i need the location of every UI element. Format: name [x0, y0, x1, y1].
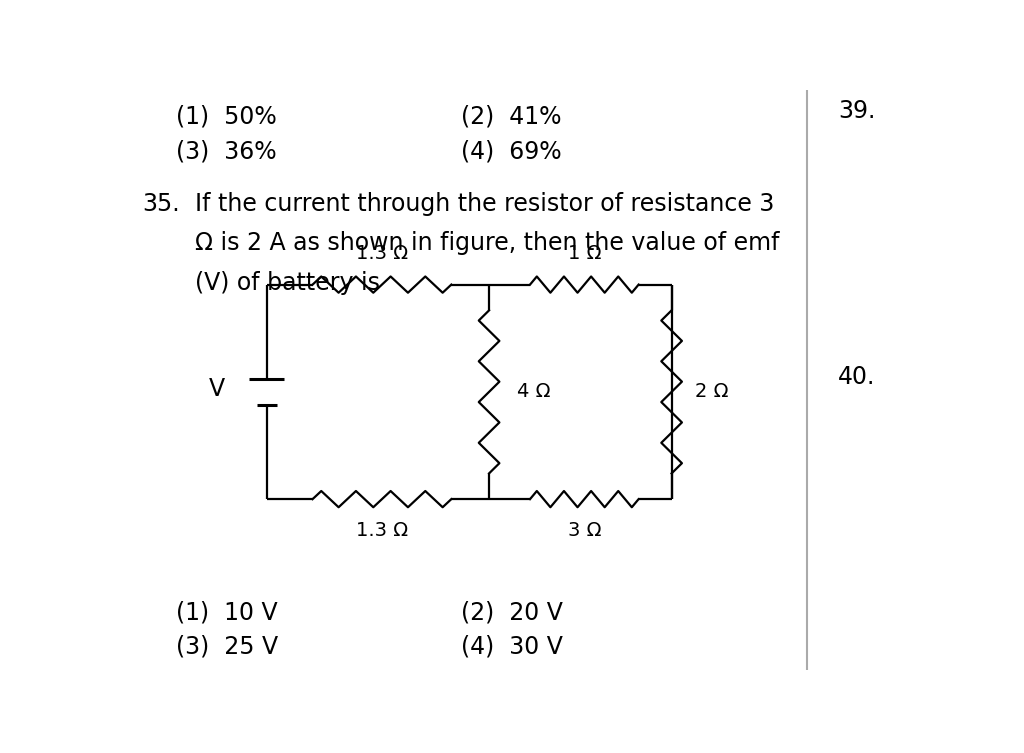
Text: 3 Ω: 3 Ω	[567, 521, 601, 540]
Text: 1.3 Ω: 1.3 Ω	[356, 521, 408, 540]
Text: 39.: 39.	[839, 99, 876, 123]
Text: V: V	[209, 377, 225, 401]
Text: (2)  41%: (2) 41%	[461, 105, 562, 129]
Text: 35.: 35.	[142, 192, 180, 216]
Text: (3)  36%: (3) 36%	[176, 139, 276, 163]
Text: (3)  25 V: (3) 25 V	[176, 635, 278, 659]
Text: (1)  50%: (1) 50%	[176, 105, 276, 129]
Text: (4)  69%: (4) 69%	[461, 139, 562, 163]
Text: (2)  20 V: (2) 20 V	[461, 600, 563, 624]
Text: If the current through the resistor of resistance 3: If the current through the resistor of r…	[196, 192, 775, 216]
Text: (V) of battery is: (V) of battery is	[196, 270, 381, 294]
Text: 40.: 40.	[839, 365, 876, 389]
Text: Ω is 2 A as shown in figure, then the value of emf: Ω is 2 A as shown in figure, then the va…	[196, 231, 780, 255]
Text: 4 Ω: 4 Ω	[517, 383, 550, 401]
Text: 1 Ω: 1 Ω	[567, 243, 601, 263]
Text: (4)  30 V: (4) 30 V	[461, 635, 563, 659]
Text: 1.3 Ω: 1.3 Ω	[356, 243, 408, 263]
Text: 2 Ω: 2 Ω	[695, 383, 729, 401]
Text: (1)  10 V: (1) 10 V	[176, 600, 278, 624]
